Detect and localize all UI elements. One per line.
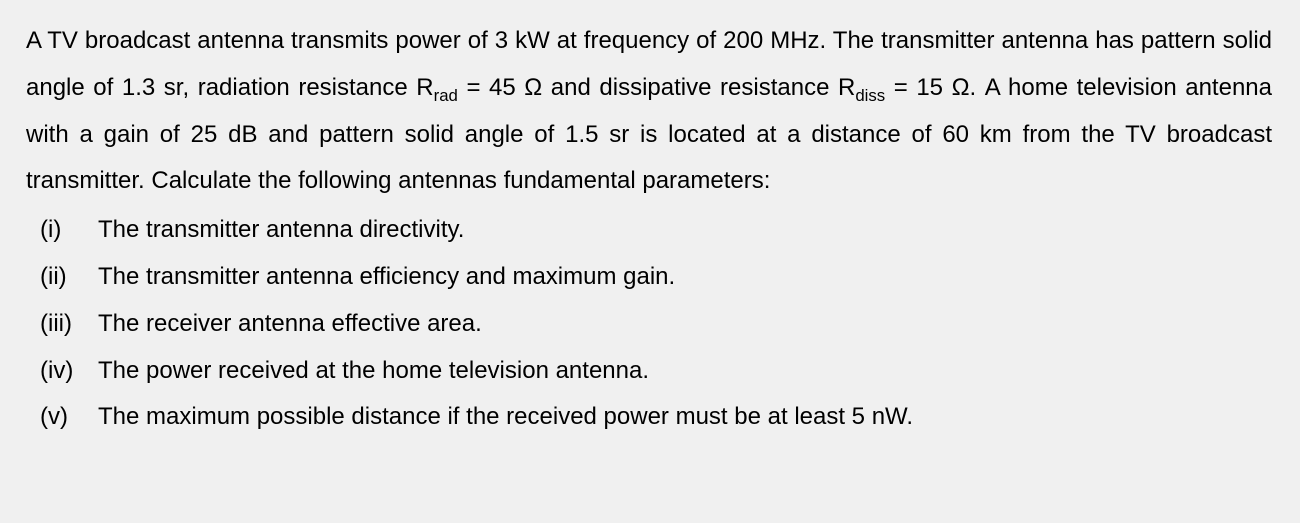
item-text: The maximum possible distance if the rec… <box>98 394 913 441</box>
list-item: (ii) The transmitter antenna efficiency … <box>40 254 1272 301</box>
sub-diss: diss <box>855 86 885 105</box>
item-marker: (iv) <box>40 348 98 395</box>
item-marker: (ii) <box>40 254 98 301</box>
problem-statement: A TV broadcast antenna transmits power o… <box>26 18 1272 205</box>
question-list: (i) The transmitter antenna directivity.… <box>26 207 1272 441</box>
text-line-5: following antennas fundamental parameter… <box>298 167 770 194</box>
item-marker: (iii) <box>40 301 98 348</box>
list-item: (i) The transmitter antenna directivity. <box>40 207 1272 254</box>
list-item: (iii) The receiver antenna effective are… <box>40 301 1272 348</box>
item-text: The transmitter antenna efficiency and m… <box>98 254 675 301</box>
sub-rad: rad <box>434 86 458 105</box>
text-line-2b: = 45 Ω and dissipative <box>458 74 720 101</box>
list-item: (v) The maximum possible distance if the… <box>40 394 1272 441</box>
text-line-1: A TV broadcast antenna transmits power o… <box>26 27 994 54</box>
problem-page: A TV broadcast antenna transmits power o… <box>0 0 1300 523</box>
item-marker: (i) <box>40 207 98 254</box>
item-marker: (v) <box>40 394 98 441</box>
item-text: The power received at the home televisio… <box>98 348 649 395</box>
item-text: The receiver antenna effective area. <box>98 301 482 348</box>
list-item: (iv) The power received at the home tele… <box>40 348 1272 395</box>
text-line-3a: resistance R <box>720 74 855 101</box>
item-text: The transmitter antenna directivity. <box>98 207 464 254</box>
